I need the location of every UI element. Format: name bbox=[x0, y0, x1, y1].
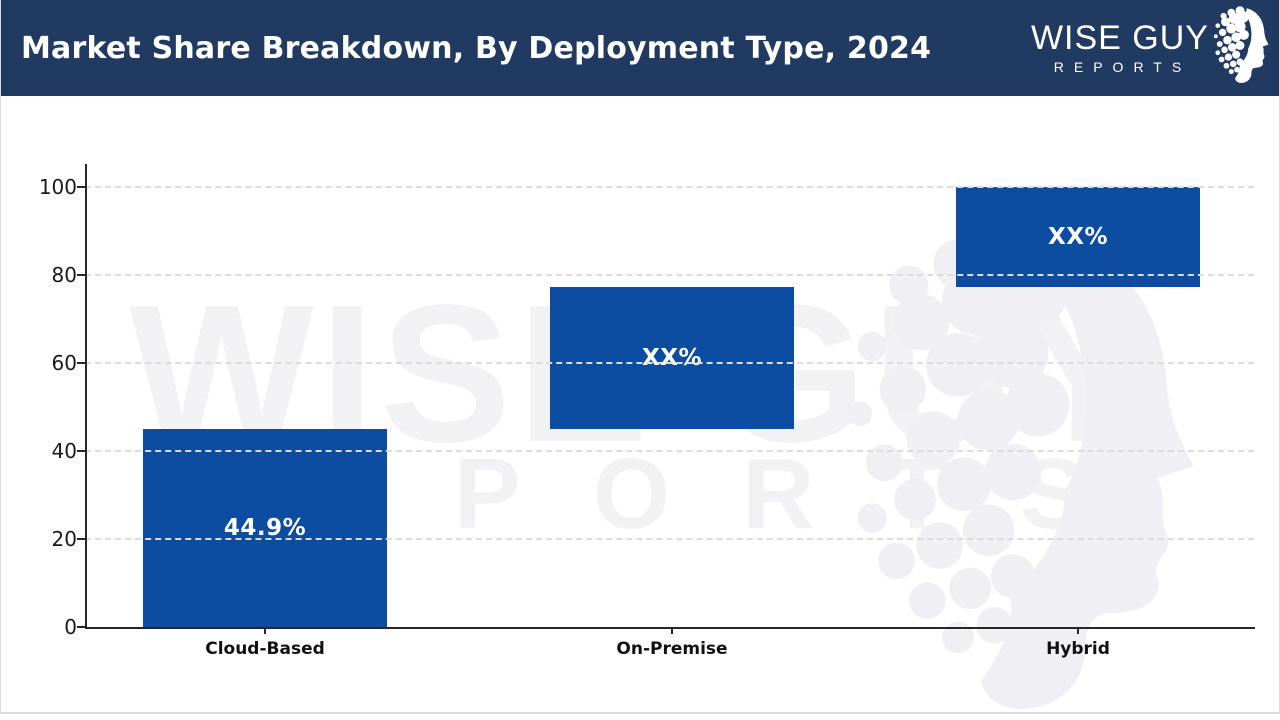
y-tick-mark bbox=[77, 538, 85, 540]
x-tick-mark bbox=[1077, 627, 1079, 634]
logo-wordmark: WISE GUY REPORTS bbox=[1030, 19, 1209, 75]
bar: 44.9% bbox=[143, 429, 387, 627]
y-tick-label: 0 bbox=[64, 615, 77, 639]
x-tick-label: Cloud-Based bbox=[205, 639, 325, 659]
x-axis-line bbox=[85, 627, 1255, 629]
grid-line bbox=[85, 186, 1254, 188]
bar-label: 44.9% bbox=[223, 515, 307, 542]
y-tick-mark bbox=[77, 186, 85, 188]
bar-chart: WISE GUY REPORTS 44.9% XX% XX% 0 20 40 60 80 10… bbox=[1, 96, 1279, 714]
y-tick-label: 100 bbox=[38, 175, 77, 199]
y-tick-mark bbox=[77, 626, 85, 628]
grid-line bbox=[85, 450, 1254, 452]
grid-line bbox=[85, 538, 1254, 540]
y-tick-label: 80 bbox=[51, 263, 77, 287]
x-tick-label: On-Premise bbox=[616, 639, 728, 659]
logo-wordmark-line1: WISE GUY bbox=[1030, 19, 1209, 58]
chart-title: Market Share Breakdown, By Deployment Ty… bbox=[21, 30, 932, 66]
logo-wordmark-line2: REPORTS bbox=[1053, 58, 1192, 75]
y-tick-mark bbox=[77, 274, 85, 276]
grid-line bbox=[85, 274, 1254, 276]
y-tick-label: 20 bbox=[51, 527, 77, 551]
y-tick-mark bbox=[77, 450, 85, 452]
y-tick-label: 60 bbox=[51, 351, 77, 375]
bar-label: XX% bbox=[1047, 223, 1108, 250]
wiseguy-logo: WISE GUY REPORTS bbox=[1031, 6, 1269, 84]
grid-line bbox=[85, 362, 1254, 364]
y-tick-mark bbox=[77, 362, 85, 364]
x-tick-mark bbox=[264, 627, 266, 634]
dotted-face-icon bbox=[1211, 6, 1269, 84]
bar: XX% bbox=[550, 286, 794, 430]
x-tick-mark bbox=[671, 627, 673, 634]
x-tick-label: Hybrid bbox=[1046, 639, 1110, 659]
header-banner: Market Share Breakdown, By Deployment Ty… bbox=[1, 0, 1279, 96]
y-axis-line bbox=[85, 164, 87, 629]
bar: XX% bbox=[956, 187, 1200, 287]
bar-label: XX% bbox=[641, 345, 702, 372]
y-tick-label: 40 bbox=[51, 439, 77, 463]
